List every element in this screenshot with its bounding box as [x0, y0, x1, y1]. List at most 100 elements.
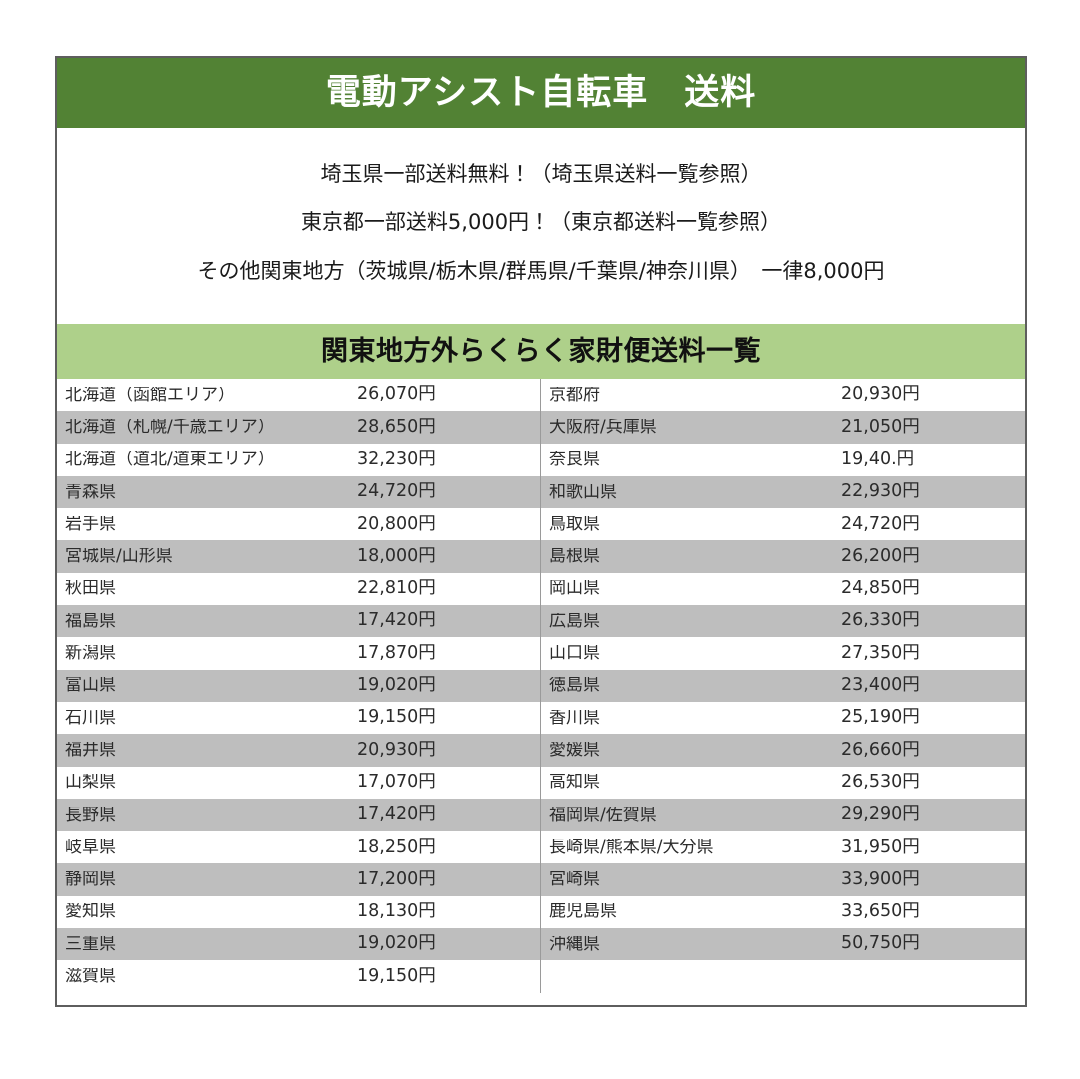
- fee-row: 愛媛県 26,660円: [541, 734, 1025, 767]
- fee-row: 鹿児島県 33,650円: [541, 895, 1025, 929]
- fee-region-label: 青森県: [65, 483, 116, 501]
- fee-region-label: 香川県: [549, 709, 600, 727]
- fee-row-empty: [541, 960, 1025, 993]
- fee-price-value: 19,150円: [357, 707, 436, 728]
- fee-price-value: 17,200円: [357, 868, 436, 889]
- fee-region-label: 長野県: [65, 806, 116, 824]
- fee-price-value: 21,050円: [841, 416, 920, 437]
- fee-row: 京都府 20,930円: [541, 379, 1025, 412]
- fee-price-value: 26,660円: [841, 739, 920, 760]
- fee-region-label: 奈良県: [549, 451, 600, 469]
- fee-region-label: 愛知県: [65, 903, 116, 921]
- fee-price-value: 31,950円: [841, 836, 920, 857]
- fee-row: 沖縄県 50,750円: [541, 928, 1025, 961]
- fee-region-label: 北海道（函館エリア）: [65, 386, 235, 404]
- fee-row: 和歌山県 22,930円: [541, 475, 1025, 509]
- fee-price-value: 22,930円: [841, 481, 920, 502]
- fee-region-label: 鳥取県: [549, 515, 600, 533]
- fee-region-label: 福岡県/佐賀県: [549, 806, 657, 824]
- fee-region-label: 愛媛県: [549, 741, 600, 759]
- fee-price-value: 23,400円: [841, 675, 920, 696]
- fee-price-value: 26,530円: [841, 771, 920, 792]
- fee-price-value: 33,900円: [841, 868, 920, 889]
- fee-row: 石川県 19,150円: [57, 701, 540, 735]
- fee-row: 長崎県/熊本県/大分県 31,950円: [541, 831, 1025, 864]
- fee-row: 福井県 20,930円: [57, 734, 540, 767]
- note-other-kanto: その他関東地方（茨城県/栃木県/群馬県/千葉県/神奈川県） 一律8,000円: [197, 258, 885, 283]
- fee-row: 秋田県 22,810円: [57, 572, 540, 606]
- fee-price-value: 19,40.円: [841, 448, 915, 469]
- fee-row: 三重県 19,020円: [57, 928, 540, 961]
- fee-price-value: 18,000円: [357, 545, 436, 566]
- shipping-fee-sheet: 電動アシスト自転車 送料 埼玉県一部送料無料！（埼玉県送料一覧参照） 東京都一部…: [55, 56, 1027, 1007]
- fee-region-label: 三重県: [65, 935, 116, 953]
- fee-region-label: 徳島県: [549, 677, 600, 695]
- fee-price-value: 26,070円: [357, 384, 436, 405]
- fee-row: 新潟県 17,870円: [57, 637, 540, 670]
- fee-row: 香川県 25,190円: [541, 701, 1025, 735]
- fee-region-label: 岩手県: [65, 515, 116, 533]
- fee-region-label: 岡山県: [549, 580, 600, 598]
- fee-price-value: 24,720円: [841, 513, 920, 534]
- fee-price-value: 20,800円: [357, 513, 436, 534]
- fee-region-label: 福島県: [65, 612, 116, 630]
- fee-row: 広島県 26,330円: [541, 605, 1025, 638]
- fee-region-label: 長崎県/熊本県/大分県: [549, 838, 714, 856]
- fee-price-value: 26,330円: [841, 610, 920, 631]
- fee-region-label: 和歌山県: [549, 483, 617, 501]
- fee-price-value: 25,190円: [841, 707, 920, 728]
- fee-price-value: 18,250円: [357, 836, 436, 857]
- fee-row: 宮城県/山形県 18,000円: [57, 540, 540, 573]
- fee-row: 富山県 19,020円: [57, 669, 540, 702]
- fee-row: 滋賀県 19,150円: [57, 960, 540, 993]
- fee-region-label: 沖縄県: [549, 935, 600, 953]
- fee-row: 高知県 26,530円: [541, 766, 1025, 799]
- fee-region-label: 宮崎県: [549, 871, 600, 889]
- fee-price-value: 29,290円: [841, 804, 920, 825]
- fee-price-value: 26,200円: [841, 545, 920, 566]
- fee-row: 大阪府/兵庫県 21,050円: [541, 411, 1025, 444]
- fee-row: 北海道（札幌/千歳エリア） 28,650円: [57, 411, 540, 444]
- fee-price-value: 19,150円: [357, 965, 436, 986]
- fee-region-label: 京都府: [549, 386, 600, 404]
- fee-region-label: 岐阜県: [65, 838, 116, 856]
- fee-region-label: 広島県: [549, 612, 600, 630]
- fee-price-value: 32,230円: [357, 448, 436, 469]
- fee-table: 北海道（函館エリア） 26,070円 北海道（札幌/千歳エリア） 28,650円 北海道…: [57, 379, 1025, 993]
- fee-region-label: 秋田県: [65, 580, 116, 598]
- fee-region-label: 北海道（道北/道東エリア）: [65, 451, 275, 469]
- fee-row: 静岡県 17,200円: [57, 863, 540, 896]
- page-title: 電動アシスト自転車 送料: [325, 72, 757, 113]
- fee-price-value: 19,020円: [357, 675, 436, 696]
- fee-price-value: 28,650円: [357, 416, 436, 437]
- fee-region-label: 富山県: [65, 677, 116, 695]
- fee-row: 岐阜県 18,250円: [57, 831, 540, 864]
- fee-price-value: 17,070円: [357, 771, 436, 792]
- fee-list-subheader-title: 関東地方外らくらく家財便送料一覧: [321, 336, 761, 367]
- fee-row: 愛知県 18,130円: [57, 895, 540, 929]
- fee-row: 北海道（道北/道東エリア） 32,230円: [57, 443, 540, 476]
- fee-region-label: 北海道（札幌/千歳エリア）: [65, 418, 275, 436]
- fee-row: 北海道（函館エリア） 26,070円: [57, 379, 540, 412]
- fee-region-label: 福井県: [65, 741, 116, 759]
- fee-region-label: 山口県: [549, 645, 600, 663]
- fee-price-value: 20,930円: [357, 739, 436, 760]
- fee-row: 福岡県/佐賀県 29,290円: [541, 798, 1025, 832]
- fee-price-value: 27,350円: [841, 642, 920, 663]
- fee-region-label: 静岡県: [65, 871, 116, 889]
- note-saitama: 埼玉県一部送料無料！（埼玉県送料一覧参照）: [320, 162, 762, 186]
- fee-price-value: 33,650円: [841, 901, 920, 922]
- fee-row: 岡山県 24,850円: [541, 572, 1025, 606]
- fee-region-label: 大阪府/兵庫県: [549, 418, 657, 436]
- fee-row: 青森県 24,720円: [57, 475, 540, 509]
- fee-region-label: 新潟県: [65, 645, 116, 663]
- fee-price-value: 50,750円: [841, 933, 920, 954]
- fee-table-left-column: 北海道（函館エリア） 26,070円 北海道（札幌/千歳エリア） 28,650円 北海道…: [57, 379, 541, 993]
- fee-price-value: 20,930円: [841, 384, 920, 405]
- fee-row: 島根県 26,200円: [541, 540, 1025, 573]
- fee-row: 宮崎県 33,900円: [541, 863, 1025, 896]
- fee-list-subheader-bar: 関東地方外らくらく家財便送料一覧: [57, 324, 1025, 379]
- fee-region-label: 宮城県/山形県: [65, 548, 173, 566]
- fee-row: 鳥取県 24,720円: [541, 508, 1025, 541]
- fee-region-label: 高知県: [549, 774, 600, 792]
